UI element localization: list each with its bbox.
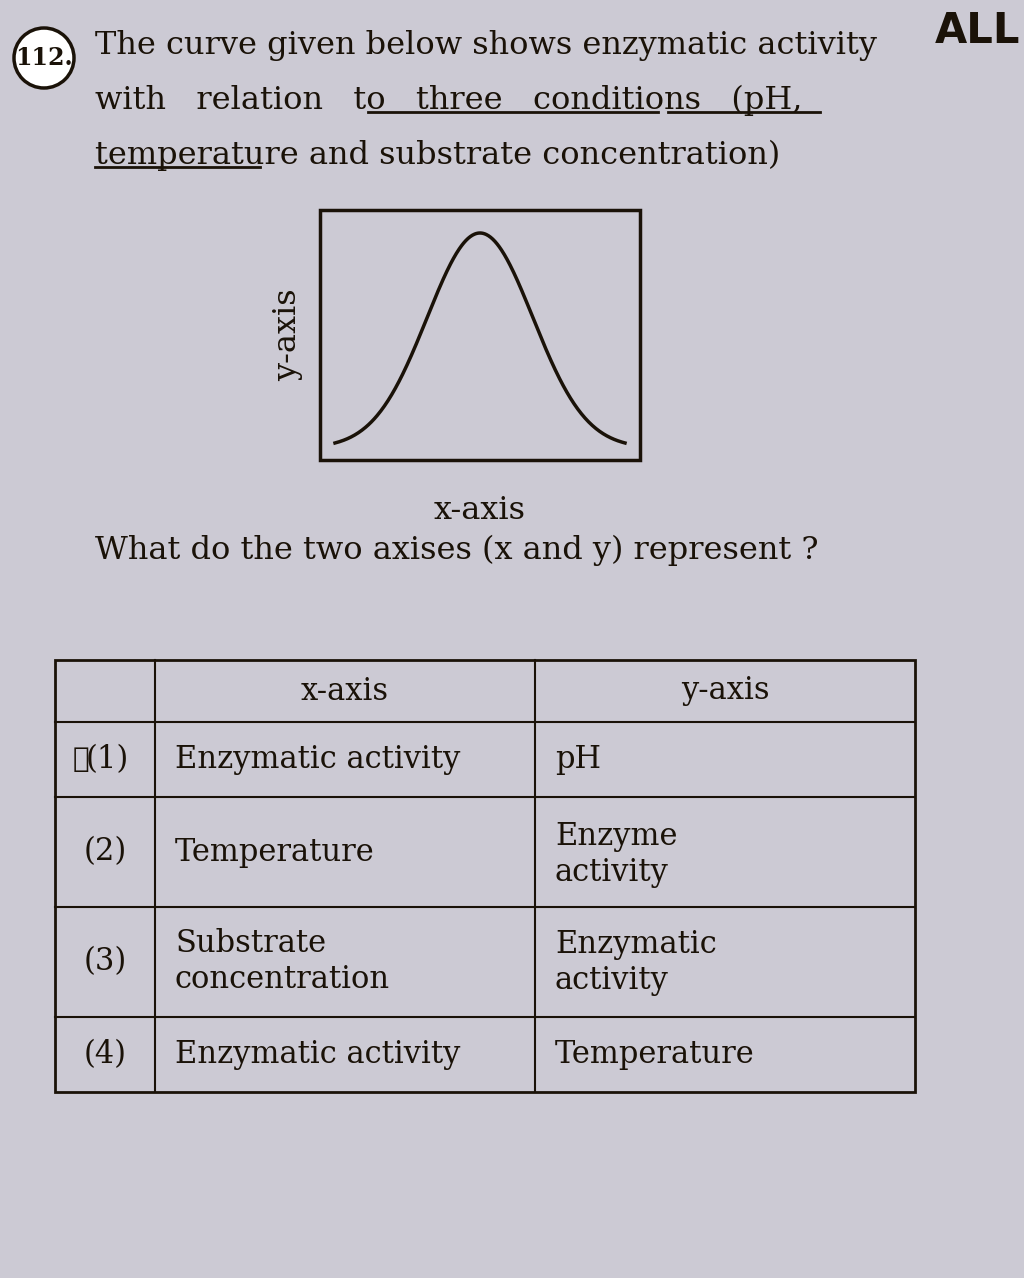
Text: x-axis: x-axis bbox=[434, 495, 526, 527]
Bar bbox=[55, 659, 915, 1091]
Text: 112.: 112. bbox=[15, 46, 73, 70]
Text: Temperature: Temperature bbox=[175, 837, 375, 868]
Text: The curve given below shows enzymatic activity: The curve given below shows enzymatic ac… bbox=[95, 29, 877, 61]
Text: Enzymatic: Enzymatic bbox=[555, 929, 717, 960]
Text: Enzymatic activity: Enzymatic activity bbox=[175, 744, 461, 774]
Text: temperature and substrate concentration): temperature and substrate concentration) bbox=[95, 141, 780, 171]
Bar bbox=[319, 210, 640, 460]
Text: Substrate: Substrate bbox=[175, 929, 326, 960]
Text: (1): (1) bbox=[85, 744, 129, 774]
Text: with   relation   to   three   conditions   (pH,: with relation to three conditions (pH, bbox=[95, 86, 803, 116]
Text: y-axis: y-axis bbox=[272, 289, 303, 381]
Text: ✓: ✓ bbox=[73, 746, 90, 773]
Text: activity: activity bbox=[555, 965, 669, 996]
Text: Temperature: Temperature bbox=[555, 1039, 755, 1070]
Text: Enzyme: Enzyme bbox=[555, 820, 678, 851]
Text: Enzymatic activity: Enzymatic activity bbox=[175, 1039, 461, 1070]
Text: concentration: concentration bbox=[175, 965, 390, 996]
Text: (2): (2) bbox=[83, 837, 127, 868]
Text: pH: pH bbox=[555, 744, 601, 774]
Text: (4): (4) bbox=[84, 1039, 127, 1070]
Text: y-axis: y-axis bbox=[681, 676, 769, 707]
Text: ALL: ALL bbox=[935, 10, 1020, 52]
Text: activity: activity bbox=[555, 856, 669, 887]
Circle shape bbox=[14, 28, 74, 88]
Text: What do the two axises (x and y) represent ?: What do the two axises (x and y) represe… bbox=[95, 535, 818, 566]
Text: (3): (3) bbox=[83, 947, 127, 978]
Text: x-axis: x-axis bbox=[301, 676, 389, 707]
